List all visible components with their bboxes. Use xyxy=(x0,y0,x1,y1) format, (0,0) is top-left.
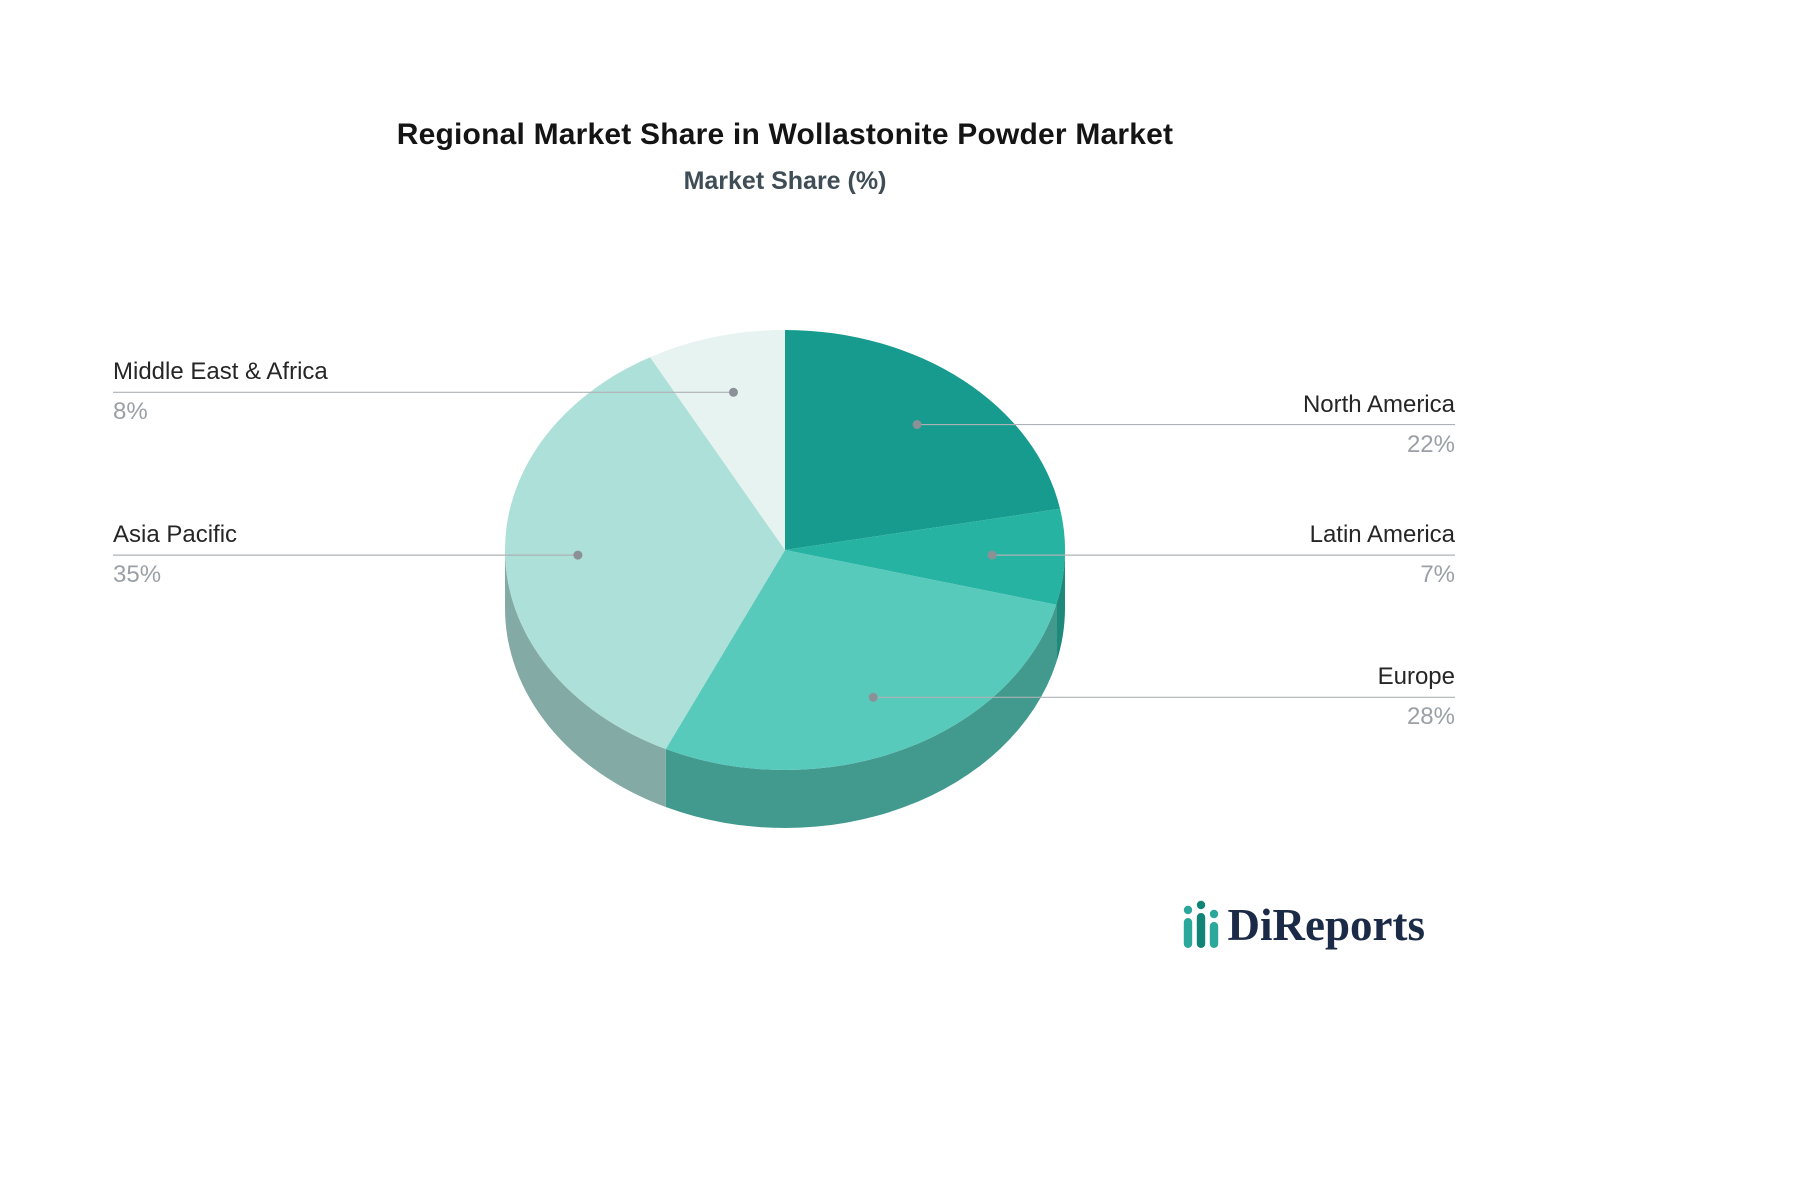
logo: DiReports xyxy=(1181,900,1425,948)
slice-label: Latin America xyxy=(1309,521,1455,548)
chart-title: Regional Market Share in Wollastonite Po… xyxy=(396,118,1174,151)
slice-label: North America xyxy=(1302,391,1455,418)
slice-value: 7% xyxy=(1420,561,1455,588)
callout-dot-latin-america xyxy=(987,550,997,560)
callout-dot-middle-east-africa xyxy=(728,387,738,397)
pie-slice-side-europe xyxy=(665,604,1057,828)
pie-slice-side-asia-pacific xyxy=(505,550,666,808)
slice-label: Asia Pacific xyxy=(113,521,238,548)
slice-callout-north-america: North America 22% xyxy=(1303,391,1455,459)
callout-dot-europe xyxy=(868,692,878,702)
pie-slice-side-latin-america xyxy=(1056,550,1065,663)
slice-label: Middle East & Africa xyxy=(113,358,328,385)
callout-dot-north-america xyxy=(912,420,922,430)
slice-value: 28% xyxy=(1406,703,1455,730)
slice-callout-latin-america: Latin America 7% xyxy=(1310,521,1455,589)
slice-value: 8% xyxy=(113,398,148,425)
logo-text: DiReports xyxy=(1227,900,1425,950)
slice-callout-middle-east-africa: Middle East & Africa 8% xyxy=(113,358,328,426)
callout-dot-asia-pacific xyxy=(573,550,583,560)
slice-callout-europe: Europe 28% xyxy=(1378,663,1455,731)
slice-value: 22% xyxy=(1406,431,1455,458)
chart-subtitle: Market Share (%) xyxy=(683,167,887,195)
slice-callout-asia-pacific: Asia Pacific 35% xyxy=(113,521,237,589)
pie-slice-europe xyxy=(665,550,1057,770)
pie-slice-north-america xyxy=(785,330,1061,550)
bar-chart-icon xyxy=(1183,900,1218,948)
pie-slice-latin-america xyxy=(785,508,1065,605)
slice-value: 35% xyxy=(113,561,162,588)
pie-slice-middle-east-africa xyxy=(650,330,785,550)
pie-slice-asia-pacific xyxy=(504,357,785,750)
slice-label: Europe xyxy=(1377,663,1455,690)
